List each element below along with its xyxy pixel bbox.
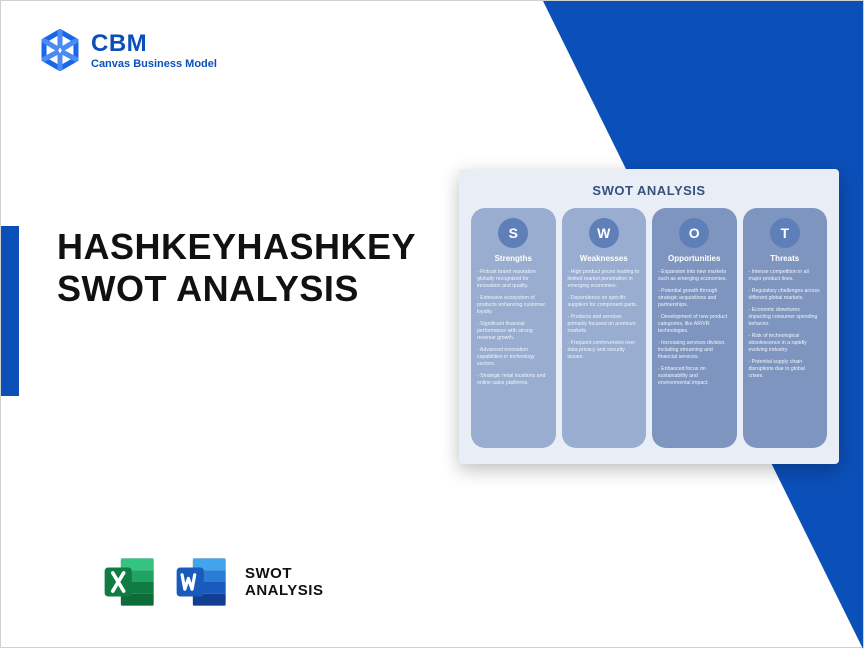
swot-thumbnail-card: SWOT ANALYSIS S Strengths Robust brand rep… [459, 169, 839, 464]
swot-item: Robust brand reputation globally recogni… [477, 269, 550, 290]
bottom-label-line1: SWOT [245, 565, 323, 582]
page-title: HASHKEYHASHKEY SWOT ANALYSIS [57, 226, 407, 311]
word-icon [173, 553, 231, 611]
swot-item: Regulatory challenges across different g… [749, 288, 822, 302]
swot-item: Strategic retail locations and online sa… [477, 373, 550, 387]
swot-item-list: High product prices leading to limited m… [568, 269, 641, 361]
swot-item: Advanced innovation capabilities in tech… [477, 347, 550, 368]
brand-subtitle: Canvas Business Model [91, 58, 217, 70]
excel-icon [101, 553, 159, 611]
brand-logo: CBM Canvas Business Model [39, 29, 217, 71]
swot-item: High product prices leading to limited m… [568, 269, 641, 290]
swot-item: Extensive ecosystem of products enhancin… [477, 295, 550, 316]
swot-item-list: Intense competition in all major product… [749, 269, 822, 380]
swot-item: Products and services primarily focused … [568, 314, 641, 335]
swot-letter-badge: O [679, 218, 709, 248]
bottom-label-line2: ANALYSIS [245, 582, 323, 599]
swot-item-list: Robust brand reputation globally recogni… [477, 269, 550, 387]
swot-item: Frequent controversies over data privacy… [568, 340, 641, 361]
blue-side-bar-decor [1, 226, 19, 396]
swot-column-weaknesses: W Weaknesses High product prices leading t… [562, 208, 647, 448]
swot-column-heading: Opportunities [658, 254, 731, 263]
swot-item: Expansion into new markets such as emerg… [658, 269, 731, 283]
swot-card-title: SWOT ANALYSIS [471, 183, 827, 198]
swot-columns: S Strengths Robust brand reputation global… [471, 208, 827, 448]
file-format-row: SWOT ANALYSIS [101, 553, 323, 611]
swot-item: Potential growth through strategic acqui… [658, 288, 731, 309]
swot-item: Intense competition in all major product… [749, 269, 822, 283]
swot-item: Enhanced focus on sustainability and env… [658, 366, 731, 387]
swot-item: Development of new product categories, l… [658, 314, 731, 335]
swot-column-heading: Weaknesses [568, 254, 641, 263]
swot-item: Significant financial performance with s… [477, 321, 550, 342]
swot-item: Dependence on specific suppliers for com… [568, 295, 641, 309]
swot-item: Increasing services division, including … [658, 340, 731, 361]
brand-title: CBM [91, 30, 217, 58]
swot-column-opportunities: O Opportunities Expansion into new markets… [652, 208, 737, 448]
swot-letter-badge: T [770, 218, 800, 248]
swot-item-list: Expansion into new markets such as emerg… [658, 269, 731, 387]
swot-column-heading: Strengths [477, 254, 550, 263]
swot-column-threats: T Threats Intense competition in all major… [743, 208, 828, 448]
swot-letter-badge: S [498, 218, 528, 248]
swot-letter-badge: W [589, 218, 619, 248]
swot-item: Potential supply chain disruptions due t… [749, 359, 822, 380]
bottom-label: SWOT ANALYSIS [245, 565, 323, 600]
swot-item: Risk of technological obsolescence in a … [749, 333, 822, 354]
swot-item: Economic downturns impacting consumer sp… [749, 307, 822, 328]
cbm-logo-icon [39, 29, 81, 71]
swot-column-heading: Threats [749, 254, 822, 263]
swot-column-strengths: S Strengths Robust brand reputation global… [471, 208, 556, 448]
